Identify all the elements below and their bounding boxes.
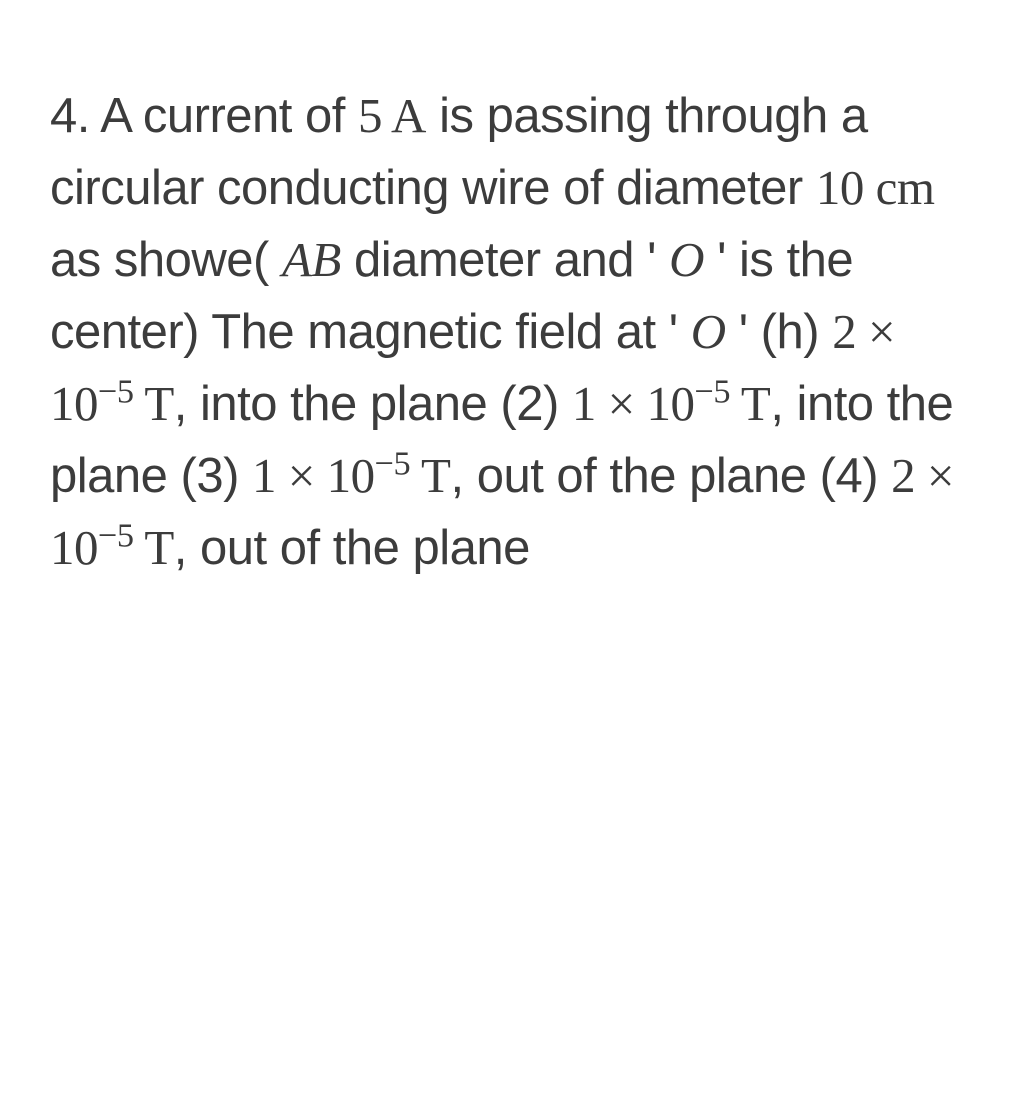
option-4-unit: T <box>134 520 174 575</box>
text-segment-7: , into the plane (2) <box>174 377 559 431</box>
text-segment-10: , out of the plane <box>174 521 530 575</box>
problem-number: 4. <box>50 89 90 143</box>
option-2-base: 1 × 10 <box>572 376 695 431</box>
option-3-unit: T <box>410 448 450 503</box>
option-4-exponent: −5 <box>98 517 134 555</box>
text-segment-9: , out of the plane (4) <box>450 449 878 503</box>
text-segment-1: A current of <box>100 89 345 143</box>
diameter-value: 10 cm <box>816 160 935 215</box>
text-segment-4: diameter and ' <box>354 233 656 287</box>
option-h-exponent: −5 <box>98 373 134 411</box>
text-segment-6: ' (h) <box>739 305 819 359</box>
variable-ab: AB <box>282 232 341 287</box>
option-3-exponent: −5 <box>375 445 411 483</box>
option-2-exponent: −5 <box>695 373 731 411</box>
text-segment-3: as showe( <box>50 233 269 287</box>
physics-problem: 4. A current of 5 A is passing through a… <box>50 80 974 584</box>
option-3-base: 1 × 10 <box>252 448 375 503</box>
option-2-unit: T <box>730 376 770 431</box>
option-3: 1 × 10−5 T <box>252 448 450 503</box>
current-value: 5 A <box>358 88 426 143</box>
variable-o-2: O <box>691 304 726 359</box>
option-h-unit: T <box>134 376 174 431</box>
option-2: 1 × 10−5 T <box>572 376 770 431</box>
variable-o-1: O <box>669 232 704 287</box>
